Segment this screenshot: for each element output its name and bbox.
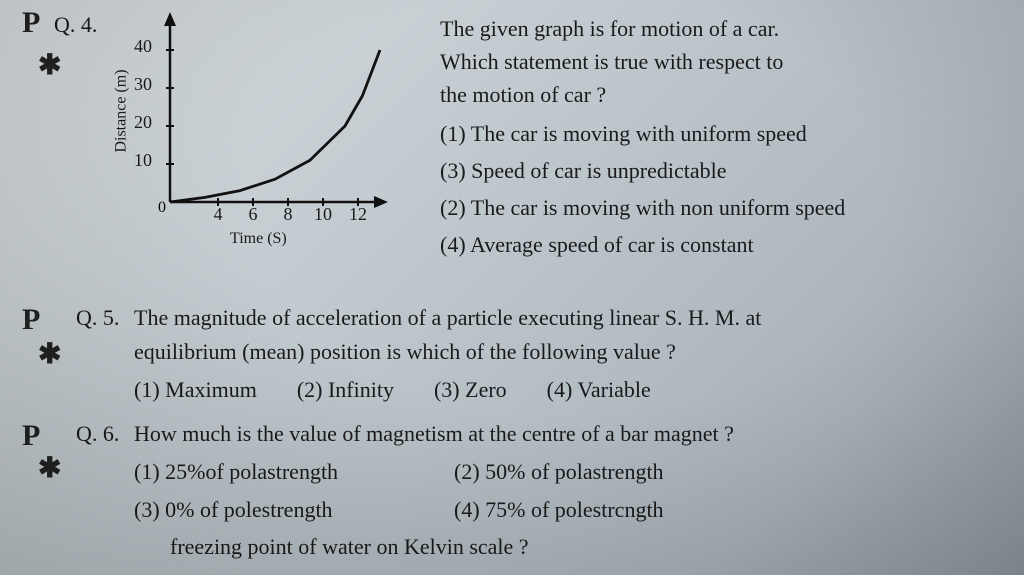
q5-option: (1) Maximum	[134, 373, 257, 407]
q6-options: (1) 25%of polastrength (2) 50% of polast…	[134, 455, 994, 527]
q4-option: (2) The car is moving with non uniform s…	[440, 191, 994, 224]
q6-option: (3) 0% of polestrength	[134, 493, 454, 527]
q5-option: (3) Zero	[434, 373, 507, 407]
q4-option: (4) Average speed of car is constant	[440, 228, 994, 261]
annotation-star-q5: ✱	[38, 333, 61, 376]
question-4: P Q. 4. ✱ Distance (m) Time (S) 40 30 20…	[20, 12, 994, 265]
question-4-label: Q. 4.	[54, 12, 97, 38]
q5-prompt-line: equilibrium (mean) position is which of …	[134, 335, 994, 369]
curve	[170, 50, 380, 202]
svg-text:0: 0	[158, 199, 166, 212]
q4-options: (1) The car is moving with uniform speed…	[440, 117, 994, 261]
y-axis-arrow	[164, 12, 176, 26]
q5-option: (4) Variable	[547, 373, 651, 407]
q4-option: (3) Speed of car is unpredictable	[440, 154, 994, 187]
question-4-text: The given graph is for motion of a car. …	[440, 12, 994, 265]
q4-prompt-line: The given graph is for motion of a car.	[440, 12, 994, 45]
annotation-star-q4: ✱	[38, 48, 61, 82]
q6-option: (1) 25%of polastrength	[134, 455, 454, 489]
graph-svg: 0	[130, 12, 390, 212]
q6-option: (4) 75% of polestrcngth	[454, 493, 994, 527]
x-axis-arrow	[374, 196, 388, 208]
q5-option: (2) Infinity	[297, 373, 394, 407]
q5-options: (1) Maximum (2) Infinity (3) Zero (4) Va…	[134, 373, 994, 407]
q6-option: (2) 50% of polastrength	[454, 455, 994, 489]
q6-prompt: How much is the value of magnetism at th…	[134, 417, 994, 451]
q4-prompt-line: the motion of car ?	[440, 78, 994, 111]
x-axis-label: Time (S)	[230, 230, 287, 248]
question-6: P ✱ Q. 6. How much is the value of magne…	[78, 417, 994, 527]
q5-prompt-line: The magnitude of acceleration of a parti…	[134, 301, 994, 335]
question-7-fragment: freezing point of water on Kelvin scale …	[170, 534, 994, 560]
question-5: P ✱ Q. 5. The magnitude of acceleration …	[78, 301, 994, 407]
annotation-star-q6: ✱	[38, 447, 61, 490]
question-6-label: Q. 6.	[76, 417, 119, 451]
annotation-p-q4: P	[22, 6, 40, 40]
exam-page: P Q. 4. ✱ Distance (m) Time (S) 40 30 20…	[20, 12, 994, 563]
distance-time-graph: Distance (m) Time (S) 40 30 20 10 4 6 8 …	[110, 12, 400, 252]
q4-option: (1) The car is moving with uniform speed	[440, 117, 994, 150]
question-5-label: Q. 5.	[76, 301, 119, 335]
q4-prompt-line: Which statement is true with respect to	[440, 45, 994, 78]
